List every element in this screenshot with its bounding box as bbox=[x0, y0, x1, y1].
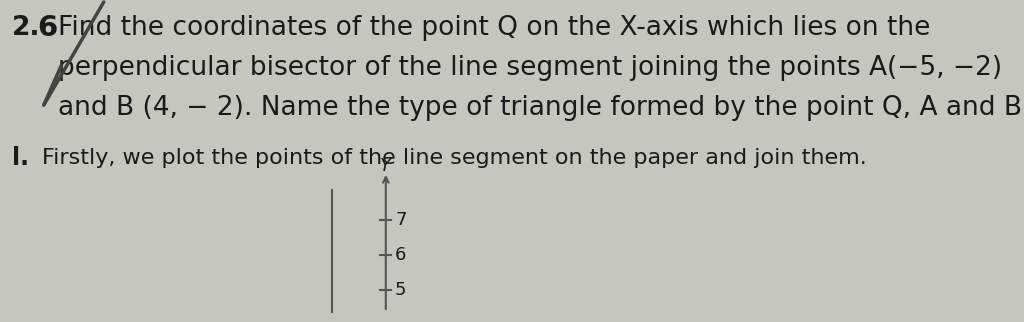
Text: perpendicular bisector of the line segment joining the points A(−5, −2): perpendicular bisector of the line segme… bbox=[57, 55, 1001, 81]
Text: 2.: 2. bbox=[11, 15, 40, 41]
Text: 6: 6 bbox=[37, 14, 57, 42]
Text: l.: l. bbox=[11, 146, 29, 170]
Text: Firstly, we plot the points of the line segment on the paper and join them.: Firstly, we plot the points of the line … bbox=[42, 148, 867, 168]
Text: 5: 5 bbox=[395, 281, 407, 299]
Text: 7: 7 bbox=[395, 211, 407, 229]
Text: and B (4, − 2). Name the type of triangle formed by the point Q, A and B.: and B (4, − 2). Name the type of triangl… bbox=[57, 95, 1024, 121]
Text: 6: 6 bbox=[395, 246, 407, 264]
Text: Y: Y bbox=[380, 157, 391, 175]
Text: Find the coordinates of the point Q on the X-axis which lies on the: Find the coordinates of the point Q on t… bbox=[57, 15, 930, 41]
